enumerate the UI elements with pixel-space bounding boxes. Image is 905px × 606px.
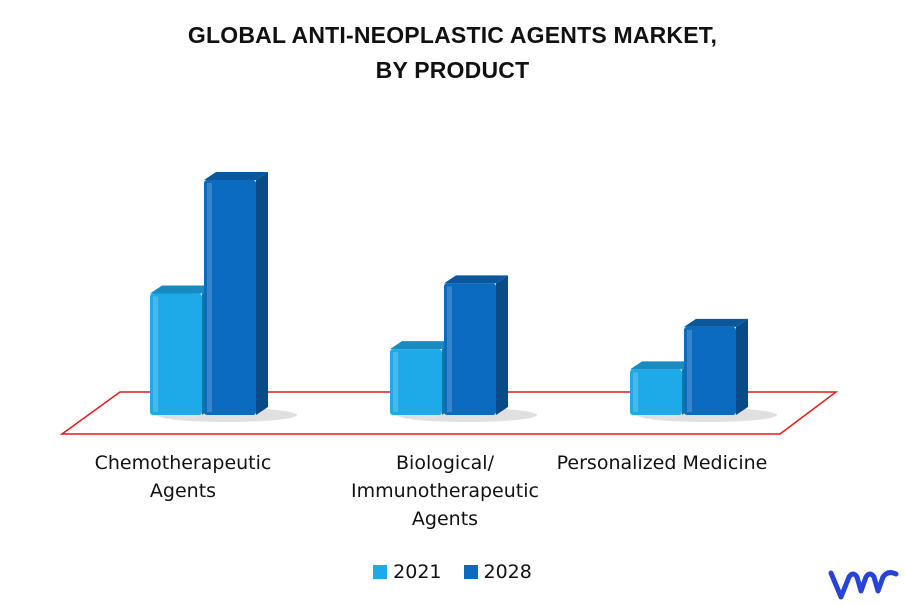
category-label-line: Immunotherapeutic bbox=[351, 480, 539, 502]
category-label-2: Personalized Medicine bbox=[542, 449, 782, 477]
bar-top bbox=[684, 318, 748, 327]
bar-side bbox=[496, 275, 508, 415]
bar-front bbox=[444, 283, 496, 415]
bar-front bbox=[150, 293, 202, 415]
bar-side bbox=[256, 172, 268, 415]
bar-top bbox=[150, 285, 214, 294]
legend: 2021 2028 bbox=[0, 561, 905, 583]
bar-front bbox=[204, 180, 256, 415]
bar-highlight bbox=[687, 329, 692, 412]
category-label-1: Biological/Immunotherapeutic Agents bbox=[345, 449, 545, 533]
bar-top bbox=[204, 172, 268, 180]
bar-highlight bbox=[207, 183, 212, 412]
bar-top bbox=[630, 361, 694, 370]
bar-front bbox=[630, 369, 682, 415]
chart-floor bbox=[59, 391, 839, 435]
bar-front bbox=[684, 326, 736, 415]
bar-highlight bbox=[633, 372, 638, 412]
bar-2028-1 bbox=[444, 275, 508, 415]
bar-highlight bbox=[153, 296, 158, 412]
legend-swatch-2021 bbox=[373, 565, 388, 579]
category-label-line: Personalized Medicine bbox=[556, 452, 768, 474]
bar-2028-2 bbox=[684, 318, 748, 415]
category-label-line: Biological/ bbox=[396, 452, 494, 474]
logo-mark bbox=[828, 570, 899, 600]
bar-front bbox=[390, 349, 442, 415]
chart-title-line-1: GLOBAL ANTI-NEOPLASTIC AGENTS MARKET, bbox=[187, 22, 718, 48]
bar-highlight bbox=[447, 286, 452, 412]
bar-top bbox=[444, 275, 508, 284]
legend-item-2028: 2028 bbox=[463, 561, 532, 583]
bars-group bbox=[150, 172, 777, 422]
legend-swatch-2028 bbox=[463, 565, 478, 579]
category-label-0: Chemotherapeutic Agents bbox=[83, 449, 283, 505]
category-label-line: Agents bbox=[149, 480, 217, 502]
bar-top bbox=[390, 341, 454, 350]
bar-2028-0 bbox=[204, 172, 268, 415]
bar-side bbox=[736, 318, 748, 415]
chart-title-line-2: BY PRODUCT bbox=[375, 57, 530, 83]
legend-label-2028: 2028 bbox=[483, 561, 532, 583]
category-label-line: Chemotherapeutic bbox=[94, 452, 272, 474]
vmr-logo bbox=[828, 570, 899, 600]
legend-item-2021: 2021 bbox=[373, 561, 442, 583]
bar-highlight bbox=[393, 352, 398, 412]
legend-label-2021: 2021 bbox=[393, 561, 442, 583]
category-label-line: Agents bbox=[411, 508, 479, 530]
